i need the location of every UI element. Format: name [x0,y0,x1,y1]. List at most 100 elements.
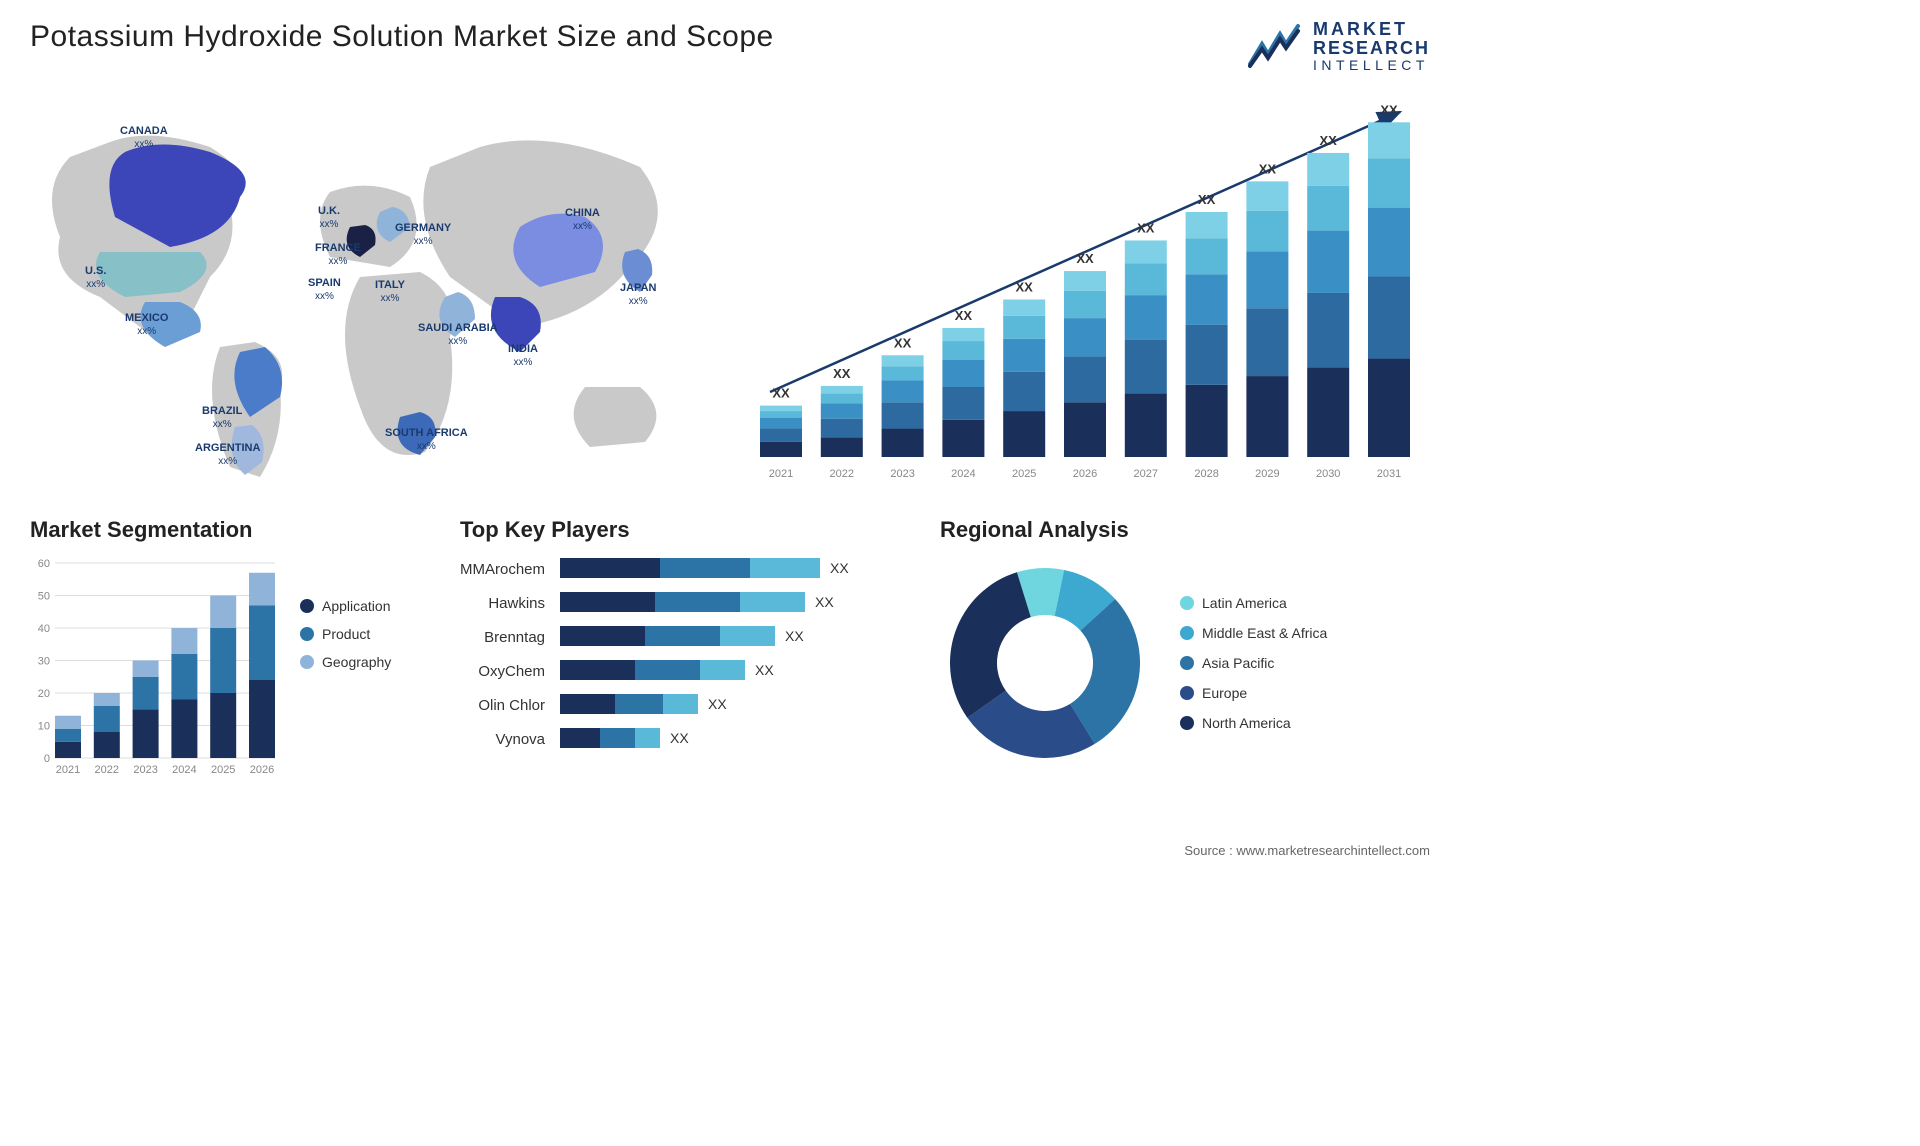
bar-value-label: XX [1198,192,1216,207]
bar-year-label: 2028 [1194,468,1218,480]
player-bar-row: XX [560,660,910,680]
donut-slice [950,573,1031,719]
legend-label: North America [1202,715,1291,731]
legend-swatch [1180,716,1194,730]
player-bar [560,694,698,714]
svg-text:2024: 2024 [172,764,196,776]
regional-legend: Latin America Middle East & Africa Asia Pa… [1180,595,1327,731]
map-label: SAUDI ARABIAxx% [418,322,498,346]
bar-year-label: 2024 [951,468,975,480]
player-bar [560,626,775,646]
player-name: Brenntag [460,628,545,648]
map-label: SPAINxx% [308,277,341,301]
bar-year-label: 2027 [1134,468,1158,480]
map-label: U.S.xx% [85,265,106,289]
player-bar-segment [560,558,660,578]
svg-text:0: 0 [44,753,50,765]
player-bar-row: XX [560,626,910,646]
map-label: CHINAxx% [565,207,600,231]
bar-year-label: 2030 [1316,468,1340,480]
legend-swatch [1180,656,1194,670]
legend-label: Latin America [1202,595,1287,611]
svg-text:30: 30 [38,656,50,668]
player-bar [560,660,745,680]
player-bar-segment [750,558,820,578]
legend-swatch [1180,626,1194,640]
player-name: Vynova [460,730,545,750]
player-bar-segment [655,592,740,612]
svg-text:2022: 2022 [95,764,119,776]
market-size-chart: XX2021XX2022XX2023XX2024XX2025XX2026XX20… [740,97,1430,487]
legend-label: Geography [322,654,391,670]
svg-text:2025: 2025 [211,764,235,776]
map-label: SOUTH AFRICAxx% [385,427,468,451]
player-bar-segment [635,660,700,680]
player-bar-segment [615,694,663,714]
player-bar-segment [560,694,615,714]
svg-text:10: 10 [38,721,50,733]
bar-value-label: XX [1016,280,1034,295]
player-name: Olin Chlor [460,696,545,716]
legend-swatch [300,627,314,641]
map-label: GERMANYxx% [395,222,451,246]
player-bar-segment [560,728,600,748]
bar-value-label: XX [1259,162,1277,177]
legend-item: North America [1180,715,1327,731]
logo: MARKET RESEARCH INTELLECT [1248,20,1430,72]
legend-swatch [300,599,314,613]
legend-item: Latin America [1180,595,1327,611]
legend-label: Product [322,626,370,642]
bar-value-label: XX [894,336,912,351]
player-bar-row: XX [560,694,910,714]
player-bar-segment [600,728,635,748]
svg-text:20: 20 [38,688,50,700]
map-label: ARGENTINAxx% [195,442,260,466]
legend-swatch [300,655,314,669]
legend-label: Europe [1202,685,1247,701]
player-value: XX [670,730,689,746]
player-bar-segment [560,626,645,646]
player-bar-segment [635,728,660,748]
map-label: U.K.xx% [318,205,340,229]
svg-text:2021: 2021 [56,764,80,776]
player-bar [560,558,820,578]
segmentation-title: Market Segmentation [30,517,430,543]
map-label: BRAZILxx% [202,405,242,429]
logo-text-1: MARKET [1313,20,1430,39]
svg-text:60: 60 [38,558,50,570]
player-value: XX [708,696,727,712]
map-label: ITALYxx% [375,279,405,303]
player-bar-segment [560,660,635,680]
player-bar-segment [663,694,698,714]
logo-text-3: INTELLECT [1313,58,1430,73]
bar-year-label: 2023 [890,468,914,480]
regional-title: Regional Analysis [940,517,1430,543]
bar-value-label: XX [772,386,790,401]
world-map-svg [30,97,710,487]
player-bar-segment [720,626,775,646]
bar-year-label: 2026 [1073,468,1097,480]
bar-year-label: 2025 [1012,468,1036,480]
player-bar-row: XX [560,728,910,748]
player-bar-segment [740,592,805,612]
player-bar-segment [560,592,655,612]
bar-year-label: 2031 [1377,468,1401,480]
legend-label: Asia Pacific [1202,655,1274,671]
map-label: MEXICOxx% [125,312,168,336]
legend-swatch [1180,596,1194,610]
bar-value-label: XX [955,308,973,323]
player-value: XX [785,628,804,644]
player-bar-row: XX [560,592,910,612]
legend-item: Middle East & Africa [1180,625,1327,641]
bar-year-label: 2022 [830,468,854,480]
segmentation-legend: Application Product Geography [300,558,391,778]
map-label: FRANCExx% [315,242,361,266]
legend-label: Middle East & Africa [1202,625,1327,641]
player-name: MMArochem [460,560,545,580]
legend-swatch [1180,686,1194,700]
logo-icon [1248,24,1303,69]
player-bar-segment [660,558,750,578]
segmentation-chart: 0102030405060202120222023202420252026 [30,558,280,778]
player-value: XX [830,560,849,576]
legend-label: Application [322,598,391,614]
